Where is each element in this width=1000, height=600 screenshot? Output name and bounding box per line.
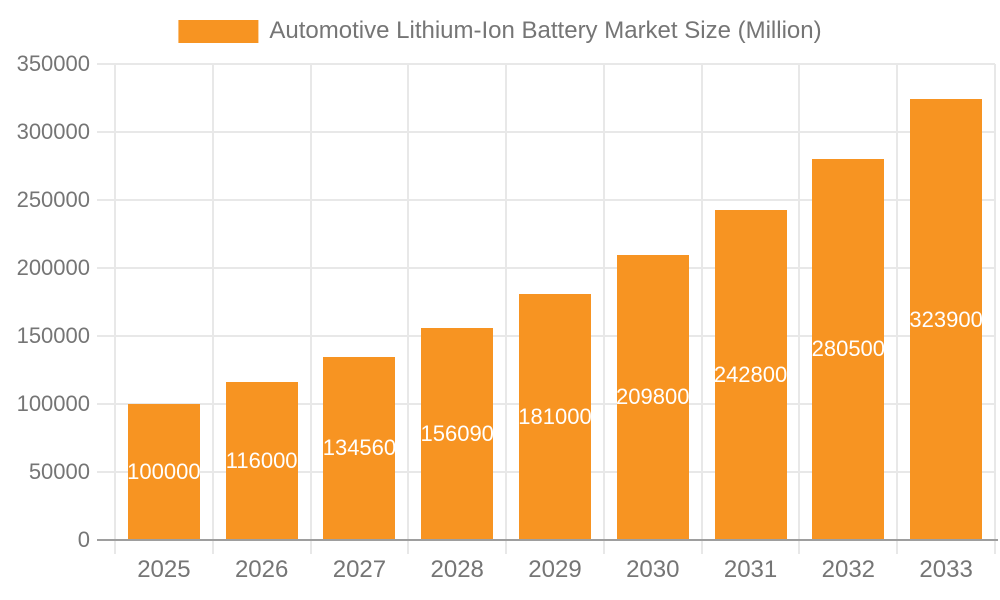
bar[interactable]: 280500 bbox=[811, 158, 886, 540]
x-gridline bbox=[896, 64, 899, 554]
legend-swatch bbox=[178, 19, 259, 43]
bar[interactable]: 323900 bbox=[909, 99, 983, 540]
x-axis-label: 2029 bbox=[528, 556, 582, 583]
bar-value-label: 116000 bbox=[225, 448, 298, 474]
x-axis-label: 2032 bbox=[821, 556, 876, 583]
y-gridline bbox=[97, 267, 995, 269]
y-gridline bbox=[97, 63, 995, 65]
bar-value-label: 242800 bbox=[713, 361, 788, 387]
bar[interactable]: 209800 bbox=[616, 254, 690, 540]
bar[interactable]: 100000 bbox=[127, 404, 201, 540]
bar-value-label: 134560 bbox=[322, 435, 397, 461]
bar-value-label: 100000 bbox=[127, 459, 201, 484]
x-axis-label: 2026 bbox=[234, 556, 289, 583]
x-axis-label: 2030 bbox=[626, 556, 680, 583]
bar[interactable]: 116000 bbox=[225, 382, 298, 540]
y-axis-label: 200000 bbox=[16, 255, 90, 280]
bar-value-label: 156090 bbox=[420, 420, 494, 446]
x-gridline bbox=[994, 64, 996, 554]
x-gridline bbox=[798, 64, 801, 554]
y-gridline bbox=[97, 199, 995, 201]
x-axis-label: 2028 bbox=[430, 556, 484, 583]
y-axis-label: 0 bbox=[77, 527, 90, 552]
y-axis-label: 300000 bbox=[16, 119, 90, 144]
x-axis-line bbox=[97, 539, 998, 541]
y-axis-label: 50000 bbox=[28, 459, 90, 484]
bar[interactable]: 134560 bbox=[322, 356, 397, 540]
legend-item[interactable]: Automotive Lithium-Ion Battery Market Si… bbox=[178, 17, 822, 45]
y-axis-label: 150000 bbox=[16, 323, 90, 348]
bar[interactable]: 156090 bbox=[420, 327, 494, 540]
y-axis-label: 350000 bbox=[16, 51, 90, 76]
y-axis-label: 250000 bbox=[16, 187, 90, 212]
x-gridline bbox=[407, 64, 410, 554]
x-axis-label: 2031 bbox=[723, 556, 778, 583]
y-axis-label: 100000 bbox=[16, 391, 90, 416]
bar-value-label: 209800 bbox=[616, 384, 690, 410]
bar-value-label: 280500 bbox=[811, 336, 886, 362]
bar-value-label: 181000 bbox=[518, 403, 592, 429]
y-gridline bbox=[97, 131, 995, 133]
x-gridline bbox=[602, 64, 605, 554]
bar[interactable]: 242800 bbox=[713, 209, 788, 540]
x-axis-label: 2027 bbox=[332, 556, 387, 583]
x-gridline bbox=[700, 64, 703, 554]
x-axis-label: 2025 bbox=[137, 556, 191, 583]
bar-value-label: 323900 bbox=[909, 306, 983, 332]
x-gridline bbox=[505, 64, 508, 554]
bar[interactable]: 181000 bbox=[518, 293, 592, 540]
legend-label: Automotive Lithium-Ion Battery Market Si… bbox=[269, 17, 822, 44]
x-gridline bbox=[211, 64, 214, 554]
x-gridline bbox=[114, 64, 116, 554]
x-axis-label: 2033 bbox=[919, 556, 973, 583]
x-gridline bbox=[309, 64, 312, 554]
